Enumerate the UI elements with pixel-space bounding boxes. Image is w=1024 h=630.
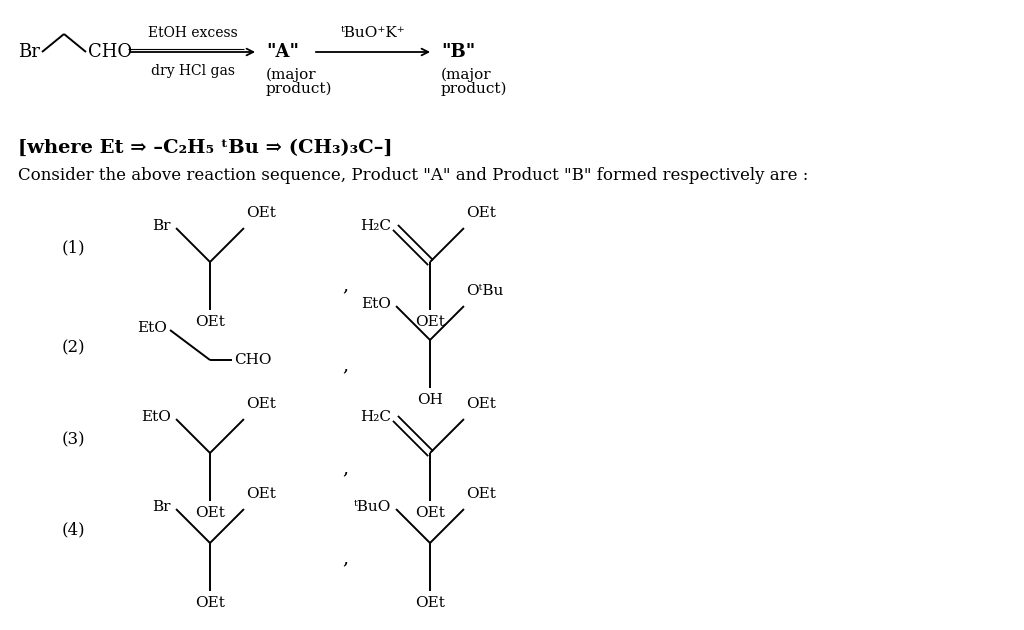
Text: (major: (major xyxy=(266,68,316,83)
Text: OEt: OEt xyxy=(195,315,225,329)
Text: Br: Br xyxy=(18,43,40,61)
Text: product): product) xyxy=(441,82,508,96)
Text: EtO: EtO xyxy=(141,410,171,424)
Text: EtO: EtO xyxy=(137,321,167,335)
Text: OᵗBu: OᵗBu xyxy=(466,284,504,298)
Text: Consider the above reaction sequence, Product "A" and Product "B" formed respect: Consider the above reaction sequence, Pr… xyxy=(18,166,808,183)
Text: EtOH excess: EtOH excess xyxy=(148,26,238,40)
Text: "A": "A" xyxy=(266,43,299,61)
Text: ,: , xyxy=(342,276,348,294)
Text: product): product) xyxy=(266,82,333,96)
Text: (3): (3) xyxy=(62,432,86,449)
Text: (2): (2) xyxy=(62,340,86,357)
Text: EtO: EtO xyxy=(361,297,391,311)
Text: OEt: OEt xyxy=(195,596,225,610)
Text: OEt: OEt xyxy=(195,506,225,520)
Text: "B": "B" xyxy=(441,43,475,61)
Text: OEt: OEt xyxy=(466,397,496,411)
Text: OEt: OEt xyxy=(246,397,275,411)
Text: OH: OH xyxy=(417,393,443,407)
Text: Br: Br xyxy=(153,500,171,514)
Text: Br: Br xyxy=(153,219,171,233)
Text: ,: , xyxy=(342,549,348,567)
Text: dry HCl gas: dry HCl gas xyxy=(151,64,234,78)
Text: OEt: OEt xyxy=(415,315,445,329)
Text: OEt: OEt xyxy=(415,596,445,610)
Text: CHO: CHO xyxy=(88,43,132,61)
Text: OEt: OEt xyxy=(415,506,445,520)
Text: OEt: OEt xyxy=(466,487,496,501)
Text: OEt: OEt xyxy=(466,206,496,220)
Text: ,: , xyxy=(342,459,348,477)
Text: ᵗBuO⁺K⁺: ᵗBuO⁺K⁺ xyxy=(341,26,406,40)
Text: OEt: OEt xyxy=(246,487,275,501)
Text: (4): (4) xyxy=(62,522,86,539)
Text: H₂C: H₂C xyxy=(360,219,391,233)
Text: CHO: CHO xyxy=(234,353,271,367)
Text: (1): (1) xyxy=(62,239,86,256)
Text: ᵗBuO: ᵗBuO xyxy=(353,500,391,514)
Text: ,: , xyxy=(342,356,348,374)
Text: (major: (major xyxy=(441,68,492,83)
Text: [where Et ⇒ –C₂H₅ ᵗBu ⇒ (CH₃)₃C–]: [where Et ⇒ –C₂H₅ ᵗBu ⇒ (CH₃)₃C–] xyxy=(18,139,392,157)
Text: H₂C: H₂C xyxy=(360,410,391,424)
Text: OEt: OEt xyxy=(246,206,275,220)
